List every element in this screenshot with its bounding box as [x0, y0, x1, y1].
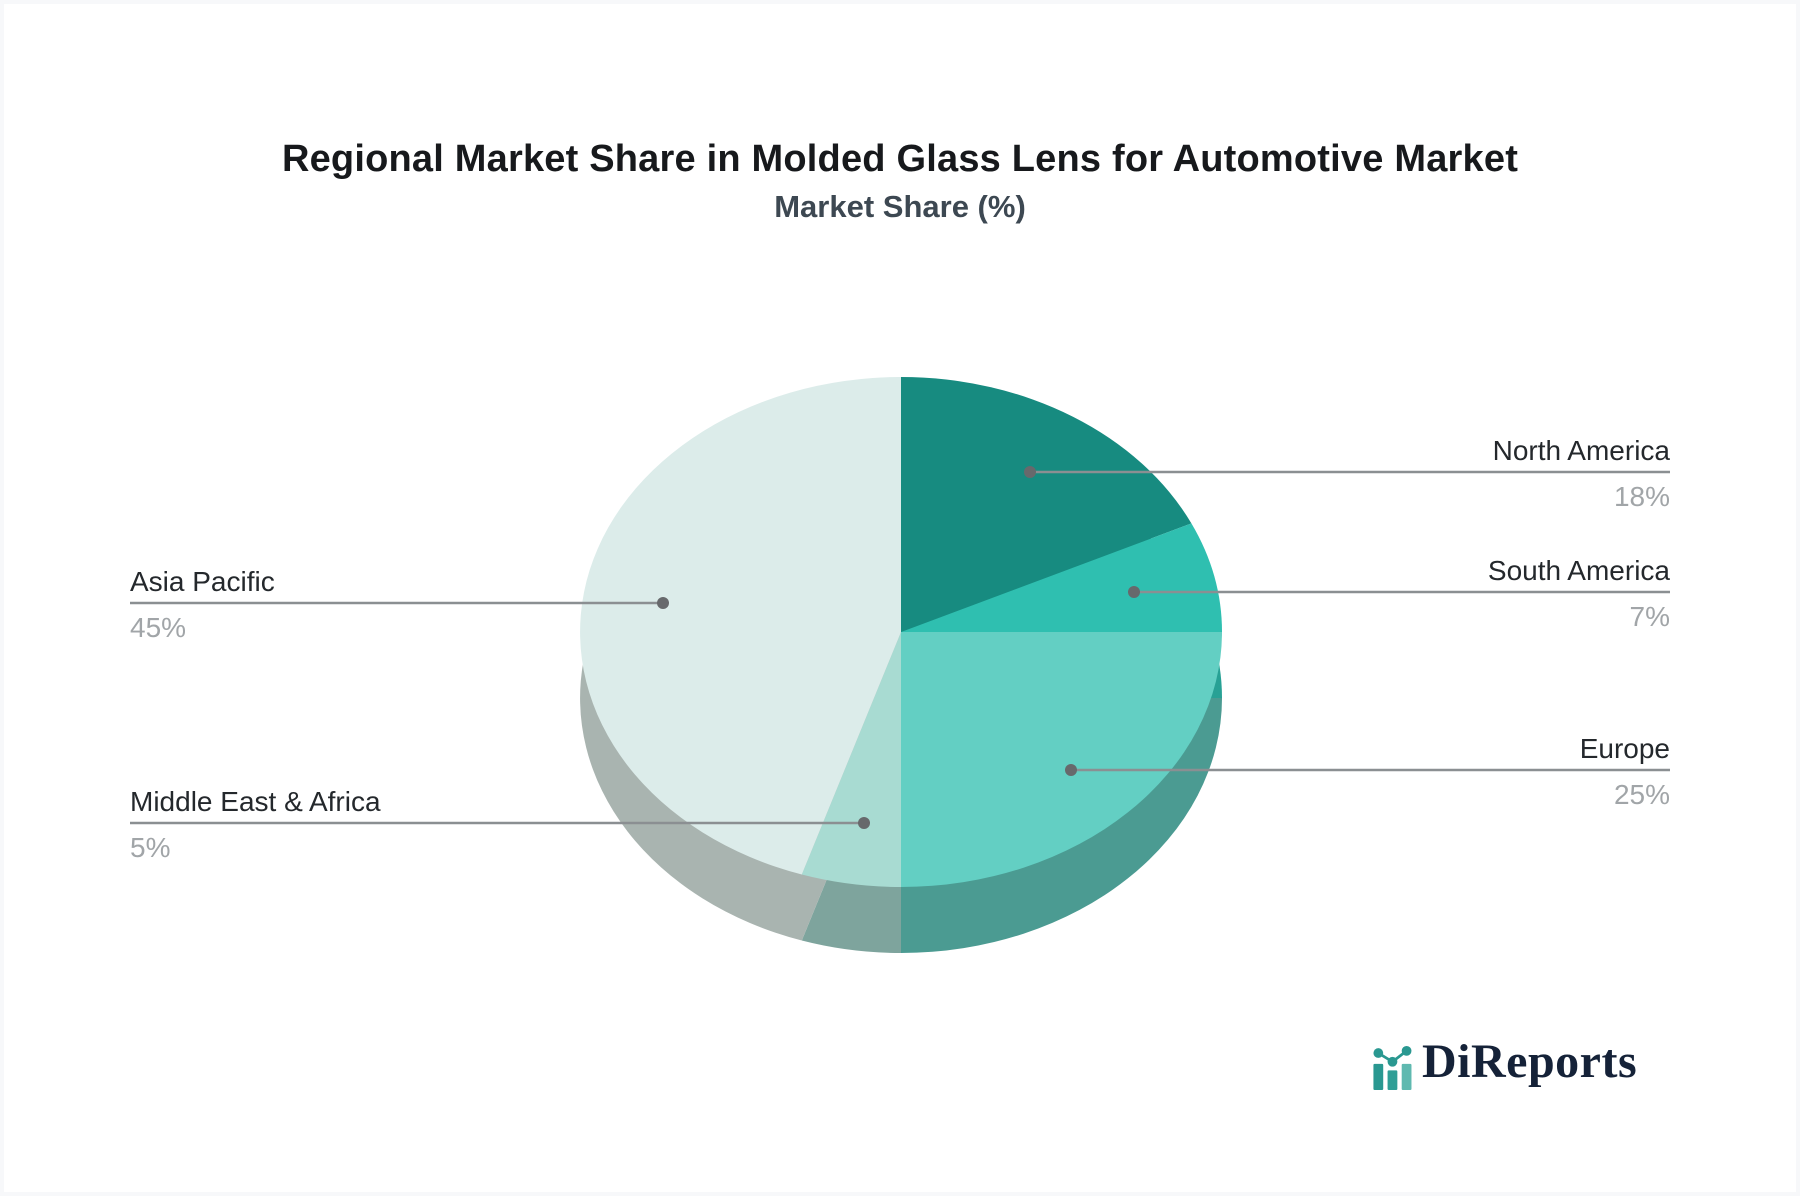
callout-middle-east-africa: Middle East & Africa 5%	[130, 785, 560, 865]
slice-percent: 18%	[1613, 481, 1670, 512]
brand-name: DiReports	[1422, 1035, 1638, 1088]
leader-dot-south-america	[1128, 586, 1140, 598]
logo-bar-1	[1373, 1063, 1384, 1090]
logo-dot-3	[1401, 1045, 1412, 1056]
callout-asia-pacific: Asia Pacific 45%	[130, 565, 560, 645]
logo-bar-3	[1401, 1063, 1412, 1090]
slice-label: Asia Pacific	[130, 566, 275, 597]
leader-dot-asia-pacific	[657, 597, 669, 609]
leader-dot-europe	[1065, 764, 1077, 776]
slice-label: Middle East & Africa	[130, 786, 381, 817]
mini-bar-line-chart-icon	[1373, 1045, 1412, 1090]
callout-europe: Europe 25%	[1240, 732, 1670, 812]
pie-slice-europe	[901, 632, 1222, 887]
logo-bar-2	[1387, 1070, 1398, 1090]
callout-south-america: South America 7%	[1240, 554, 1670, 634]
brand-logo: DiReports	[1372, 1036, 1637, 1090]
pie-slice-north-america	[901, 377, 1192, 632]
slice-percent: 45%	[130, 612, 187, 643]
chart-subtitle: Market Share (%)	[774, 189, 1026, 224]
slice-label: Europe	[1579, 733, 1670, 764]
leader-dot-north-america	[1024, 466, 1036, 478]
slice-percent: 7%	[1629, 601, 1670, 632]
logo-dot-2	[1387, 1056, 1398, 1067]
leader-dot-middle-east-africa	[858, 817, 870, 829]
slice-percent: 25%	[1613, 779, 1670, 810]
slice-label: South America	[1487, 555, 1670, 586]
logo-dot-1	[1373, 1048, 1384, 1058]
chart-title: Regional Market Share in Molded Glass Le…	[281, 138, 1519, 180]
slice-percent: 5%	[130, 832, 171, 863]
pie-slice-asia-pacific	[580, 377, 901, 875]
callout-north-america: North America 18%	[1240, 434, 1670, 514]
pie-slice-south-america	[901, 523, 1222, 632]
slice-label: North America	[1492, 435, 1670, 466]
